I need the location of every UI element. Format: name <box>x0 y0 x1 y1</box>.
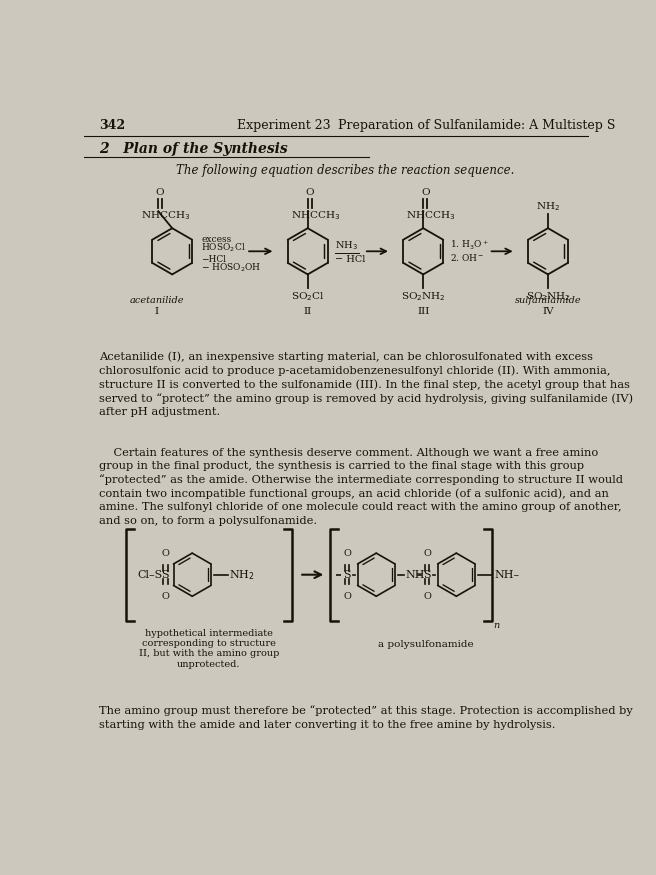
Text: NH: NH <box>405 570 425 580</box>
Text: S: S <box>343 570 351 580</box>
Text: IV: IV <box>542 307 554 316</box>
Text: S: S <box>161 570 169 580</box>
Text: Preparation of Sulfanilamide: A Multistep S: Preparation of Sulfanilamide: A Multiste… <box>338 119 615 132</box>
Text: acetanilide: acetanilide <box>129 296 184 305</box>
Text: NH$_2$: NH$_2$ <box>229 568 255 582</box>
Text: sulfanilamide: sulfanilamide <box>515 296 581 305</box>
Text: O: O <box>423 549 431 557</box>
Text: O: O <box>161 549 169 557</box>
Text: SO$_2$NH$_2$: SO$_2$NH$_2$ <box>401 290 445 303</box>
Text: a polysulfonamide: a polysulfonamide <box>379 640 474 649</box>
Text: O: O <box>155 188 164 198</box>
Text: hypothetical intermediate
corresponding to structure
II, but with the amino grou: hypothetical intermediate corresponding … <box>138 628 279 668</box>
Text: O: O <box>343 592 351 600</box>
Text: S: S <box>423 570 431 580</box>
Text: NHCCH$_3$: NHCCH$_3$ <box>291 209 340 222</box>
Text: NH–: NH– <box>494 570 519 580</box>
Text: 342: 342 <box>99 119 125 132</box>
Text: The following equation describes the reaction sequence.: The following equation describes the rea… <box>176 164 514 177</box>
Text: n: n <box>493 621 499 630</box>
Text: excess: excess <box>201 235 232 244</box>
Text: 2   Plan of the Synthesis: 2 Plan of the Synthesis <box>99 142 288 156</box>
Text: O: O <box>421 188 430 198</box>
Text: 1. H$_3$O$^+$: 1. H$_3$O$^+$ <box>450 239 489 252</box>
Text: SO$_2$NH$_2$: SO$_2$NH$_2$ <box>525 290 570 303</box>
Text: O: O <box>306 188 314 198</box>
Text: I: I <box>155 307 159 316</box>
Text: II: II <box>304 307 312 316</box>
Text: Certain features of the synthesis deserve comment. Although we want a free amino: Certain features of the synthesis deserv… <box>99 448 623 526</box>
Text: O: O <box>343 549 351 557</box>
Text: SO$_2$Cl: SO$_2$Cl <box>291 290 325 303</box>
Text: 2. OH$^-$: 2. OH$^-$ <box>450 252 485 263</box>
Text: HOSO$_2$Cl: HOSO$_2$Cl <box>201 242 246 255</box>
Text: − HOSO$_2$OH: − HOSO$_2$OH <box>201 262 262 275</box>
Text: The amino group must therefore be “protected” at this stage. Protection is accom: The amino group must therefore be “prote… <box>99 705 633 730</box>
Text: −HCl: −HCl <box>201 255 226 263</box>
Text: Acetanilide (I), an inexpensive starting material, can be chlorosulfonated with : Acetanilide (I), an inexpensive starting… <box>99 352 633 417</box>
Text: Experiment 23: Experiment 23 <box>237 119 331 132</box>
Text: O: O <box>423 592 431 600</box>
Text: Cl–S: Cl–S <box>138 570 163 580</box>
Text: NHCCH$_3$: NHCCH$_3$ <box>142 209 191 222</box>
Text: NH$_2$: NH$_2$ <box>536 200 560 213</box>
Text: − HCl: − HCl <box>335 255 365 263</box>
Text: NH$_3$: NH$_3$ <box>335 239 358 251</box>
Text: NHCCH$_3$: NHCCH$_3$ <box>406 209 455 222</box>
Text: III: III <box>417 307 430 316</box>
Text: O: O <box>161 592 169 600</box>
